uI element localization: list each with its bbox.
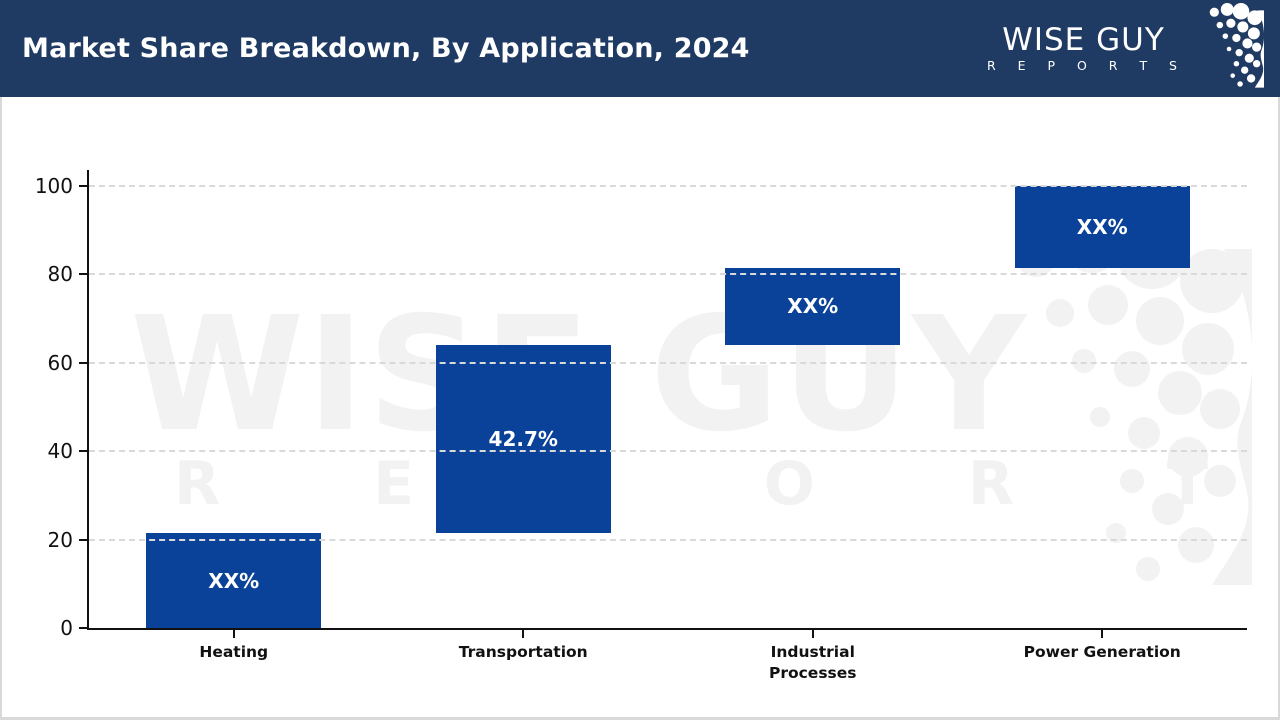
y-tick-label-40: 40: [47, 439, 73, 464]
brand-logo-text: WISE GUY R E P O R T S: [981, 21, 1186, 73]
gridline-40: [89, 450, 1247, 453]
chart-panel: WISE GUY R E P O R T S 020406080100XX%He…: [0, 97, 1280, 720]
x-label-transportation: Transportation: [458, 643, 588, 661]
x-label-industrial-processes: Industrial Processes: [768, 643, 857, 682]
y-axis-line: [87, 170, 89, 628]
bar-power-generation: XX%: [1014, 186, 1190, 268]
bar-value-label: XX%: [208, 568, 260, 593]
y-tick-60: [79, 361, 87, 364]
y-tick-label-20: 20: [47, 527, 73, 552]
y-tick-label-80: 80: [47, 262, 73, 287]
gridline-60: [89, 361, 1247, 364]
gridline-20: [89, 538, 1247, 541]
x-axis-line: [87, 628, 1247, 630]
brand-logo-wordmark: WISE GUY: [1002, 21, 1165, 58]
x-tick-3: [811, 630, 814, 638]
gridline-80: [89, 273, 1247, 276]
bar-value-label: XX%: [787, 294, 839, 319]
y-tick-100: [79, 185, 87, 187]
brand-logo-subtitle: R E P O R T S: [986, 57, 1186, 73]
x-tick-4: [1101, 630, 1104, 638]
x-label-power-generation: Power Generation: [1023, 643, 1181, 661]
y-tick-0: [79, 627, 87, 629]
dotted-head-icon: [1209, 2, 1264, 88]
bar-transportation: 42.7%: [435, 344, 611, 534]
gridline-100: [89, 185, 1247, 187]
x-label-heating: Heating: [199, 643, 269, 661]
bar-value-label: 42.7%: [488, 427, 558, 452]
y-tick-label-0: 0: [60, 616, 73, 640]
y-tick-20: [79, 538, 87, 541]
y-tick-label-100: 100: [34, 174, 73, 198]
plot-area: 0 20 40 60 80 100 XX% Heating 42.7% Transportatio…: [35, 170, 1247, 682]
header: Market Share Breakdown, By Application, …: [0, 0, 1280, 97]
y-tick-80: [79, 273, 87, 276]
brand-logo: WISE GUY R E P O R T S: [981, 2, 1264, 95]
bar-heating: XX%: [146, 533, 322, 628]
page-title: Market Share Breakdown, By Application, …: [22, 33, 750, 64]
x-tick-1: [232, 630, 235, 638]
y-tick-40: [79, 450, 87, 453]
x-tick-2: [522, 630, 525, 638]
bar-industrial-processes: XX%: [725, 267, 901, 345]
bar-value-label: XX%: [1076, 214, 1128, 239]
y-tick-label-60: 60: [47, 350, 73, 375]
